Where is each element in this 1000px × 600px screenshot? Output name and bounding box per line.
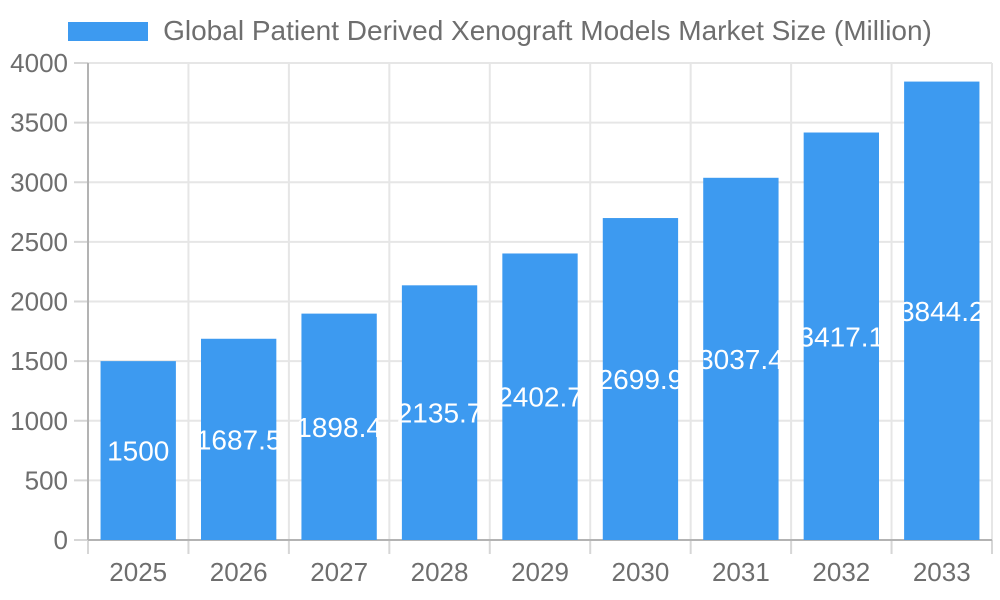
y-axis-tick-label: 2500 xyxy=(10,227,68,257)
bar xyxy=(100,361,176,540)
bar xyxy=(803,132,879,541)
bar xyxy=(201,338,277,540)
bar xyxy=(401,285,478,540)
bar-value-label: 2402.7 xyxy=(497,382,583,413)
y-axis-tick-label: 500 xyxy=(25,465,68,495)
bar-value-label: 3037.4 xyxy=(698,344,784,375)
bar xyxy=(301,313,377,540)
x-axis-tick-label: 2033 xyxy=(913,557,971,587)
legend-swatch-icon xyxy=(68,21,149,41)
bar-value-label: 1687.5 xyxy=(196,424,282,455)
bar xyxy=(602,218,679,540)
y-axis-tick-label: 3500 xyxy=(10,108,68,138)
bar xyxy=(703,177,779,541)
bar-value-label: 1898.4 xyxy=(296,412,382,443)
x-axis-tick-label: 2028 xyxy=(411,557,469,587)
bar-value-label: 3844.2 xyxy=(899,296,985,327)
x-axis-tick-label: 2031 xyxy=(712,557,770,587)
x-axis-tick-label: 2029 xyxy=(511,557,569,587)
x-axis-tick-label: 2026 xyxy=(210,557,268,587)
chart-legend: Global Patient Derived Xenograft Models … xyxy=(0,15,1000,47)
bar xyxy=(904,81,980,540)
y-axis-tick-label: 0 xyxy=(54,525,68,555)
legend-item[interactable]: Global Patient Derived Xenograft Models … xyxy=(68,15,932,47)
bar-value-label: 2135.7 xyxy=(397,398,483,429)
x-axis-tick-label: 2032 xyxy=(812,557,870,587)
y-axis-tick-label: 1500 xyxy=(10,346,68,376)
x-axis-tick-label: 2025 xyxy=(109,557,167,587)
bar xyxy=(502,253,578,540)
y-axis-tick-label: 1000 xyxy=(10,406,68,436)
x-axis-tick-label: 2030 xyxy=(612,557,670,587)
y-axis-tick-label: 4000 xyxy=(10,48,68,78)
bar-value-label: 3417.1 xyxy=(799,321,885,352)
legend-label: Global Patient Derived Xenograft Models … xyxy=(163,15,932,46)
y-axis-tick-label: 3000 xyxy=(10,167,68,197)
bar-value-label: 2699.9 xyxy=(598,364,684,395)
bar-value-label: 1500 xyxy=(107,436,169,467)
x-axis-tick-label: 2027 xyxy=(310,557,368,587)
y-axis-tick-label: 2000 xyxy=(10,287,68,317)
